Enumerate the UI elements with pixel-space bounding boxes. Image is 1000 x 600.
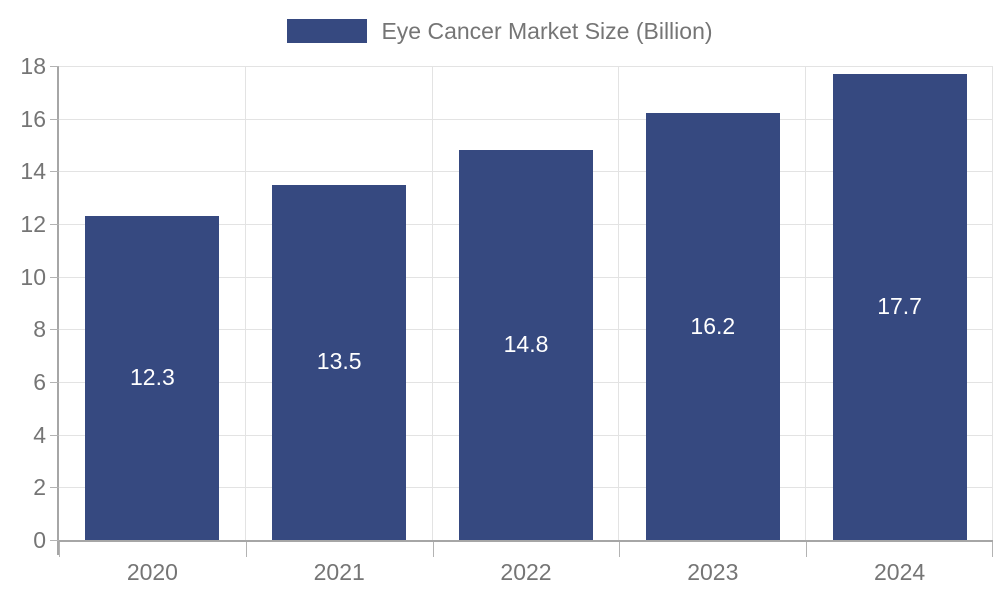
x-tick-label-2021: 2021 (313, 559, 365, 585)
bar-2022[interactable]: 14.8 (459, 150, 593, 540)
bar-2023[interactable]: 16.2 (645, 113, 780, 540)
y-tick-label: 4 (33, 421, 46, 448)
x-tick-mark (992, 542, 993, 557)
gridline-vertical (431, 66, 433, 540)
x-tick-mark (619, 542, 621, 557)
legend-label: Eye Cancer Market Size (Billion) (381, 17, 713, 44)
legend[interactable]: Eye Cancer Market Size (Billion) (0, 13, 1000, 49)
x-tick-label-2020: 2020 (126, 559, 178, 585)
y-tick-label: 14 (20, 158, 46, 185)
gridline-horizontal (59, 66, 993, 67)
y-tick-mark (50, 118, 59, 120)
gridline-vertical (618, 66, 620, 540)
bar-value-label: 13.5 (316, 348, 362, 375)
gridline-vertical (805, 66, 807, 540)
x-tick-mark (432, 542, 434, 557)
x-tick-label-2023: 2023 (687, 559, 739, 585)
bar-value-label: 14.8 (503, 331, 549, 358)
x-tick-label-2022: 2022 (500, 559, 552, 585)
y-tick-mark (50, 540, 59, 541)
y-tick-label: 18 (20, 53, 46, 79)
x-tick-mark (245, 542, 247, 557)
y-tick-mark (50, 382, 59, 383)
y-tick-mark (50, 276, 59, 278)
y-tick-mark (50, 434, 59, 436)
y-tick-label: 10 (20, 263, 46, 290)
y-tick-mark (50, 66, 59, 67)
bar-value-label: 17.7 (877, 292, 922, 319)
gridline-vertical (992, 66, 993, 540)
y-tick-mark (50, 329, 59, 331)
y-tick-mark (50, 171, 59, 173)
plot-area: 12.3 13.5 14.8 16.2 17.7 (59, 66, 993, 540)
x-tick-mark (59, 542, 60, 557)
x-axis-line (57, 540, 993, 542)
bar-2024[interactable]: 17.7 (832, 73, 967, 540)
gridline-vertical (244, 66, 246, 540)
y-tick-label: 8 (33, 316, 46, 343)
bar-2020[interactable]: 12.3 (85, 216, 220, 540)
bar-value-label: 12.3 (130, 364, 175, 391)
y-tick-label: 6 (33, 369, 46, 395)
y-axis-line (57, 66, 59, 555)
y-tick-label: 0 (33, 527, 46, 553)
bar-2021[interactable]: 13.5 (272, 184, 407, 540)
y-tick-mark (50, 224, 59, 225)
y-tick-label: 2 (33, 474, 46, 501)
y-tick-label: 12 (20, 211, 46, 237)
bar-value-label: 16.2 (690, 312, 736, 339)
y-tick-label: 16 (20, 105, 46, 132)
gridline-horizontal (59, 118, 993, 120)
y-tick-mark (50, 487, 59, 489)
legend-swatch-icon (287, 19, 368, 43)
x-tick-mark (806, 542, 808, 557)
x-tick-label-2024: 2024 (874, 559, 926, 585)
